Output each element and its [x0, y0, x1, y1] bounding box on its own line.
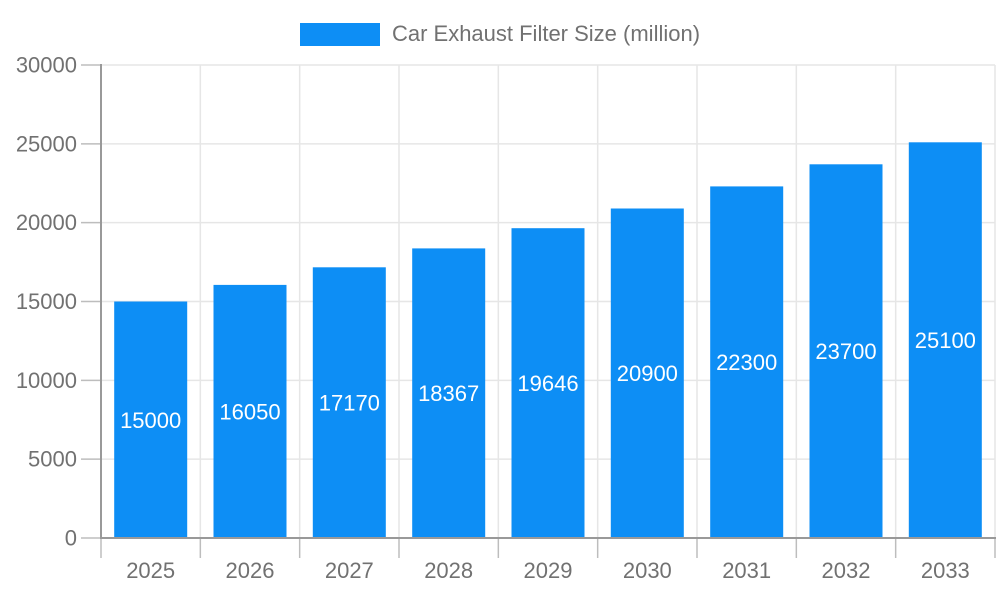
bar-value-label: 25100	[915, 328, 976, 353]
bar-value-label: 20900	[617, 361, 678, 386]
x-axis-tick-label: 2028	[424, 558, 473, 583]
x-axis-tick-label: 2033	[921, 558, 970, 583]
bar-value-label: 22300	[716, 350, 777, 375]
x-axis-tick-label: 2025	[126, 558, 175, 583]
y-axis-tick-label: 5000	[28, 447, 77, 472]
x-axis-tick-label: 2026	[226, 558, 275, 583]
x-axis-tick-label: 2027	[325, 558, 374, 583]
bar-2030[interactable]	[610, 208, 684, 539]
bar-value-label: 15000	[120, 408, 181, 433]
bar-value-label: 23700	[815, 339, 876, 364]
bar-value-label: 18367	[418, 381, 479, 406]
bar-value-label: 17170	[319, 391, 380, 416]
legend-swatch	[299, 22, 380, 46]
x-axis-tick-label: 2029	[524, 558, 573, 583]
legend-label: Car Exhaust Filter Size (million)	[391, 21, 701, 46]
bar-2027[interactable]	[312, 267, 386, 538]
x-axis-tick-label: 2030	[623, 558, 672, 583]
bar-2033[interactable]	[908, 142, 982, 539]
x-axis-tick-label: 2032	[822, 558, 871, 583]
bar-2031[interactable]	[710, 186, 784, 538]
y-axis-tick-label: 25000	[16, 131, 77, 156]
y-axis-tick-label: 15000	[16, 289, 77, 314]
x-axis-tick-label: 2031	[722, 558, 771, 583]
bar-value-label: 19646	[517, 371, 578, 396]
bar-2026[interactable]	[213, 284, 287, 538]
y-axis-tick-label: 30000	[16, 53, 77, 78]
bar-value-label: 16050	[219, 399, 280, 424]
y-axis-tick-label: 20000	[16, 210, 77, 235]
bar-2028[interactable]	[412, 248, 486, 538]
y-axis-tick-label: 10000	[16, 368, 77, 393]
legend-item[interactable]: Car Exhaust Filter Size (million)	[0, 21, 1000, 47]
bar-2029[interactable]	[511, 228, 585, 538]
bar-2025[interactable]	[114, 301, 188, 539]
bar-2032[interactable]	[809, 164, 883, 539]
y-axis-tick-label: 0	[65, 526, 77, 551]
